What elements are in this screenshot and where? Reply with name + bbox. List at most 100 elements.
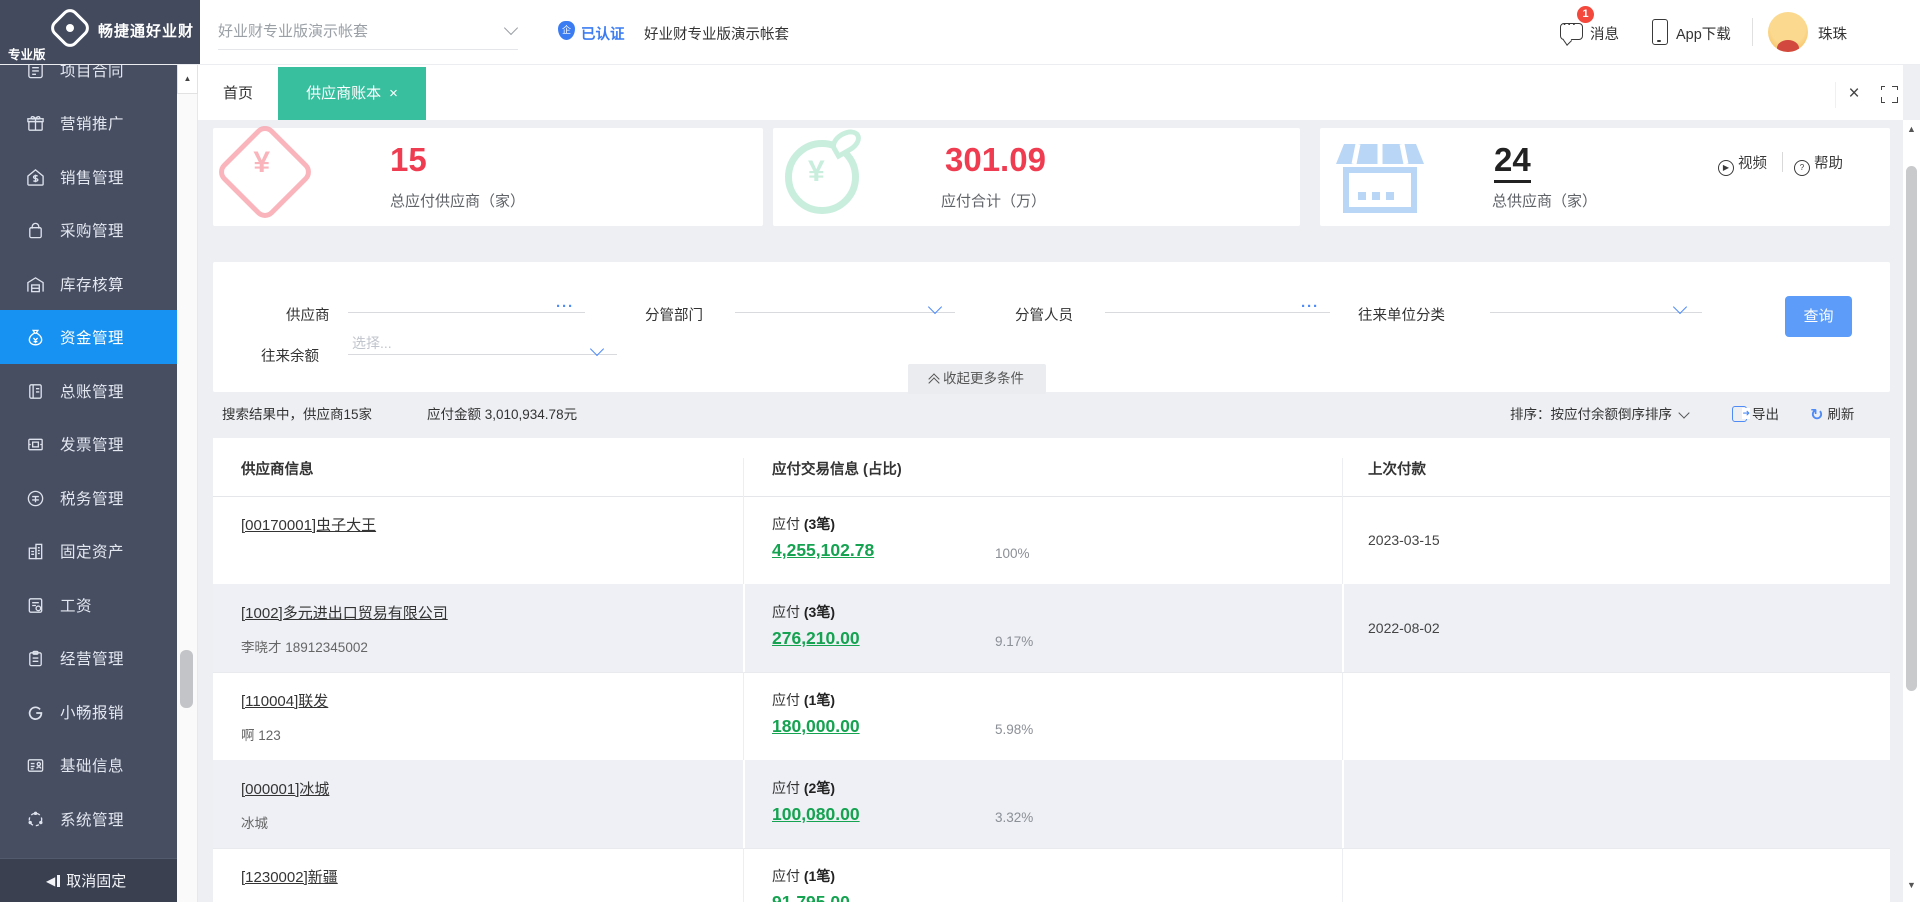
sidebar-item-base-info[interactable]: 基础信息 [0, 738, 177, 792]
stat-label: 应付合计（万） [941, 193, 1047, 210]
supplier-link[interactable]: [000001]冰城 [241, 781, 330, 798]
sidebar-label: 基础信息 [60, 758, 125, 775]
last-payment-date: 2023-03-15 [1368, 532, 1440, 548]
scroll-up-icon[interactable]: ▲ [1907, 124, 1916, 134]
supplier-link[interactable]: [1230002]新疆 [241, 869, 338, 886]
tab-supplier-ledger[interactable]: 供应商账本 × [278, 67, 426, 120]
scroll-down-icon[interactable]: ▼ [1907, 880, 1916, 890]
money-bag-icon [26, 328, 45, 347]
payable-percent: 5.98% [995, 722, 1034, 737]
sidebar-item-payroll[interactable]: 工资 [0, 578, 177, 632]
tab-home[interactable]: 首页 [222, 85, 253, 102]
table-row[interactable]: [110004]联发 啊 123 应付 (1笔) 180,000.00 5.98… [213, 672, 1890, 761]
play-icon: ▶ [1718, 160, 1734, 176]
chevron-down-icon [503, 20, 519, 36]
balance-filter-select[interactable]: 选择... [348, 328, 617, 355]
lookup-dots-icon[interactable]: ··· [1301, 298, 1319, 315]
payable-amount-link[interactable]: 91,795.00 [772, 892, 850, 902]
collapse-more-filters-button[interactable]: 收起更多条件 [908, 364, 1046, 394]
sidebar-item-invoice[interactable]: 发票管理 [0, 417, 177, 471]
stat-label: 总应付供应商（家） [390, 193, 526, 210]
storefront-icon [1334, 138, 1426, 221]
top-header: 好业财专业版演示帐套 企 已认证 好业财专业版演示帐套 1 消息 App下载 珠… [0, 0, 1920, 65]
sidebar-item-purchase[interactable]: 采购管理 [0, 203, 177, 257]
sidebar-item-expense[interactable]: 小畅报销 [0, 685, 177, 739]
app-download-button[interactable]: App下载 [1676, 27, 1731, 43]
close-all-tabs-button[interactable]: × [1835, 82, 1872, 108]
message-icon[interactable] [1560, 19, 1583, 40]
sidebar-label: 库存核算 [60, 277, 125, 294]
sidebar-item-fixed-assets[interactable]: 固定资产 [0, 524, 177, 578]
account-set-select[interactable]: 好业财专业版演示帐套 [218, 20, 519, 41]
tax-coin-icon [26, 489, 45, 508]
sidebar-scroll-up-icon[interactable]: ▲ [177, 64, 198, 94]
supplier-link[interactable]: [00170001]虫子大王 [241, 517, 377, 534]
search-button[interactable]: 查询 [1785, 296, 1852, 337]
payable-label: 应付 (1笔) [772, 868, 836, 884]
verified-badge: 已认证 [581, 27, 625, 43]
lookup-dots-icon[interactable]: ··· [556, 298, 574, 315]
brand-name: 畅捷通好业财 [98, 23, 195, 40]
username-label[interactable]: 珠珠 [1818, 27, 1847, 43]
messages-button[interactable]: 消息 [1590, 27, 1619, 43]
unpin-sidebar-button[interactable]: ◀ 取消固定 [0, 858, 177, 902]
table-row[interactable]: [000001]冰城 冰城 应付 (2笔) 100,080.00 3.32% [213, 760, 1890, 849]
payroll-icon [26, 596, 45, 615]
sidebar-scrollbar[interactable]: ▲ [177, 64, 198, 902]
sidebar-item-sales[interactable]: 销售管理 [0, 150, 177, 204]
supplier-filter-input[interactable] [348, 286, 585, 313]
sidebar-item-system[interactable]: 系统管理 [0, 792, 177, 846]
table-row[interactable]: [1002]多元进出口贸易有限公司 李晓才 18912345002 应付 (3笔… [213, 584, 1890, 673]
payable-label: 应付 (3笔) [772, 516, 836, 532]
refresh-icon: ↻ [1810, 407, 1824, 424]
col-payable-info: 应付交易信息 (占比) [772, 462, 902, 478]
supplier-link[interactable]: [110004]联发 [241, 693, 329, 710]
export-button[interactable]: 导出 [1732, 403, 1779, 423]
gift-icon [26, 114, 45, 133]
category-filter-label: 往来单位分类 [1358, 308, 1445, 324]
category-filter-select[interactable] [1490, 286, 1702, 313]
coin-bag-icon: ¥ [785, 140, 859, 214]
sidebar-item-funds[interactable]: 资金管理 [0, 310, 177, 364]
payable-amount-link[interactable]: 4,255,102.78 [772, 540, 875, 560]
id-card-icon [26, 756, 45, 775]
result-count-text: 搜索结果中，供应商15家 [222, 407, 373, 422]
stat-value-link[interactable]: 24 [1494, 141, 1531, 183]
refresh-button[interactable]: ↻ 刷新 [1810, 407, 1855, 424]
sidebar-scroll-thumb[interactable] [180, 650, 193, 708]
main-scrollbar[interactable]: ▲ ▼ [1903, 120, 1920, 902]
tab-strip: 首页 供应商账本 × × [197, 64, 1903, 120]
payable-amount-link[interactable]: 100,080.00 [772, 804, 860, 824]
payable-amount-link[interactable]: 276,210.00 [772, 628, 860, 648]
person-filter-input[interactable] [1105, 286, 1330, 313]
video-link[interactable]: ▶ 视频 [1718, 152, 1767, 176]
avatar[interactable] [1768, 12, 1808, 52]
collapse-left-icon: ◀ [46, 873, 56, 888]
help-link[interactable]: ? 帮助 [1794, 152, 1843, 176]
table-row[interactable]: [1230002]新疆 应付 (1笔) 91,795.00 [213, 848, 1890, 902]
table-row[interactable]: [00170001]虫子大王 应付 (3笔) 4,255,102.78 100%… [213, 496, 1890, 585]
sidebar-item-marketing[interactable]: 营销推广 [0, 96, 177, 150]
stat-value: 15 [390, 141, 427, 178]
sidebar-item-operations[interactable]: 经营管理 [0, 631, 177, 685]
tab-close-icon[interactable]: × [389, 85, 398, 102]
sidebar-item-general-ledger[interactable]: 总账管理 [0, 364, 177, 418]
fullscreen-icon[interactable] [1879, 84, 1900, 105]
sidebar-label: 系统管理 [60, 812, 125, 829]
export-icon [1732, 406, 1750, 422]
building-icon [26, 542, 45, 561]
sidebar-item-inventory[interactable]: 库存核算 [0, 257, 177, 311]
department-filter-select[interactable] [735, 286, 955, 313]
balance-placeholder: 选择... [352, 335, 392, 351]
sidebar-item-tax[interactable]: 税务管理 [0, 471, 177, 525]
home-dollar-icon [26, 168, 45, 187]
question-icon: ? [1794, 160, 1810, 176]
supplier-link[interactable]: [1002]多元进出口贸易有限公司 [241, 605, 448, 622]
payable-amount-link[interactable]: 180,000.00 [772, 716, 860, 736]
sort-dropdown[interactable]: 排序：按应付余额倒序排序 [1510, 403, 1690, 423]
payable-percent: 9.17% [995, 634, 1034, 649]
sidebar-label: 总账管理 [60, 384, 125, 401]
scroll-thumb[interactable] [1906, 166, 1917, 691]
sidebar-label: 经营管理 [60, 651, 125, 668]
stat-card-payable-total: ¥ 301.09 应付合计（万） [773, 128, 1300, 226]
